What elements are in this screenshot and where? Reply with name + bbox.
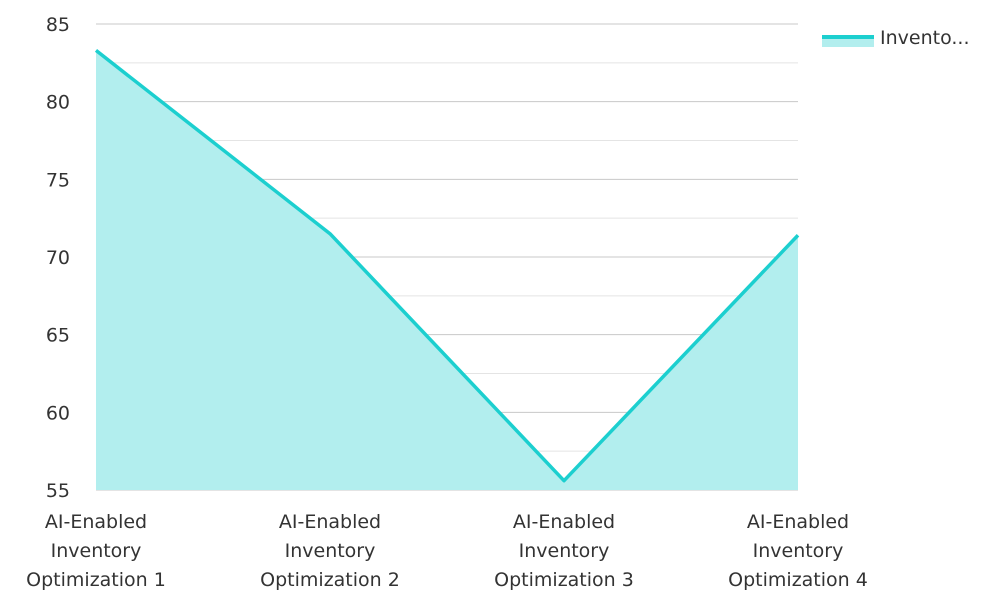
y-tick-label: 65 xyxy=(46,325,70,347)
x-tick-label: AI-Enabled Inventory Optimization 2 xyxy=(260,511,400,591)
x-tick-label: AI-Enabled Inventory Optimization 3 xyxy=(494,511,634,591)
series-line xyxy=(94,49,800,483)
y-tick-label: 70 xyxy=(46,247,70,269)
series-area xyxy=(96,50,798,490)
y-tick-label: 85 xyxy=(46,14,70,36)
y-tick-label: 75 xyxy=(46,169,70,191)
legend-label: Invento... xyxy=(880,27,969,49)
x-tick-label: AI-Enabled Inventory Optimization 4 xyxy=(728,511,868,591)
y-tick-label: 60 xyxy=(46,402,70,424)
legend-swatch-fill xyxy=(822,37,874,47)
x-tick-label: AI-Enabled Inventory Optimization 1 xyxy=(26,511,166,591)
y-tick-label: 55 xyxy=(46,480,70,502)
y-tick-label: 80 xyxy=(46,92,70,114)
